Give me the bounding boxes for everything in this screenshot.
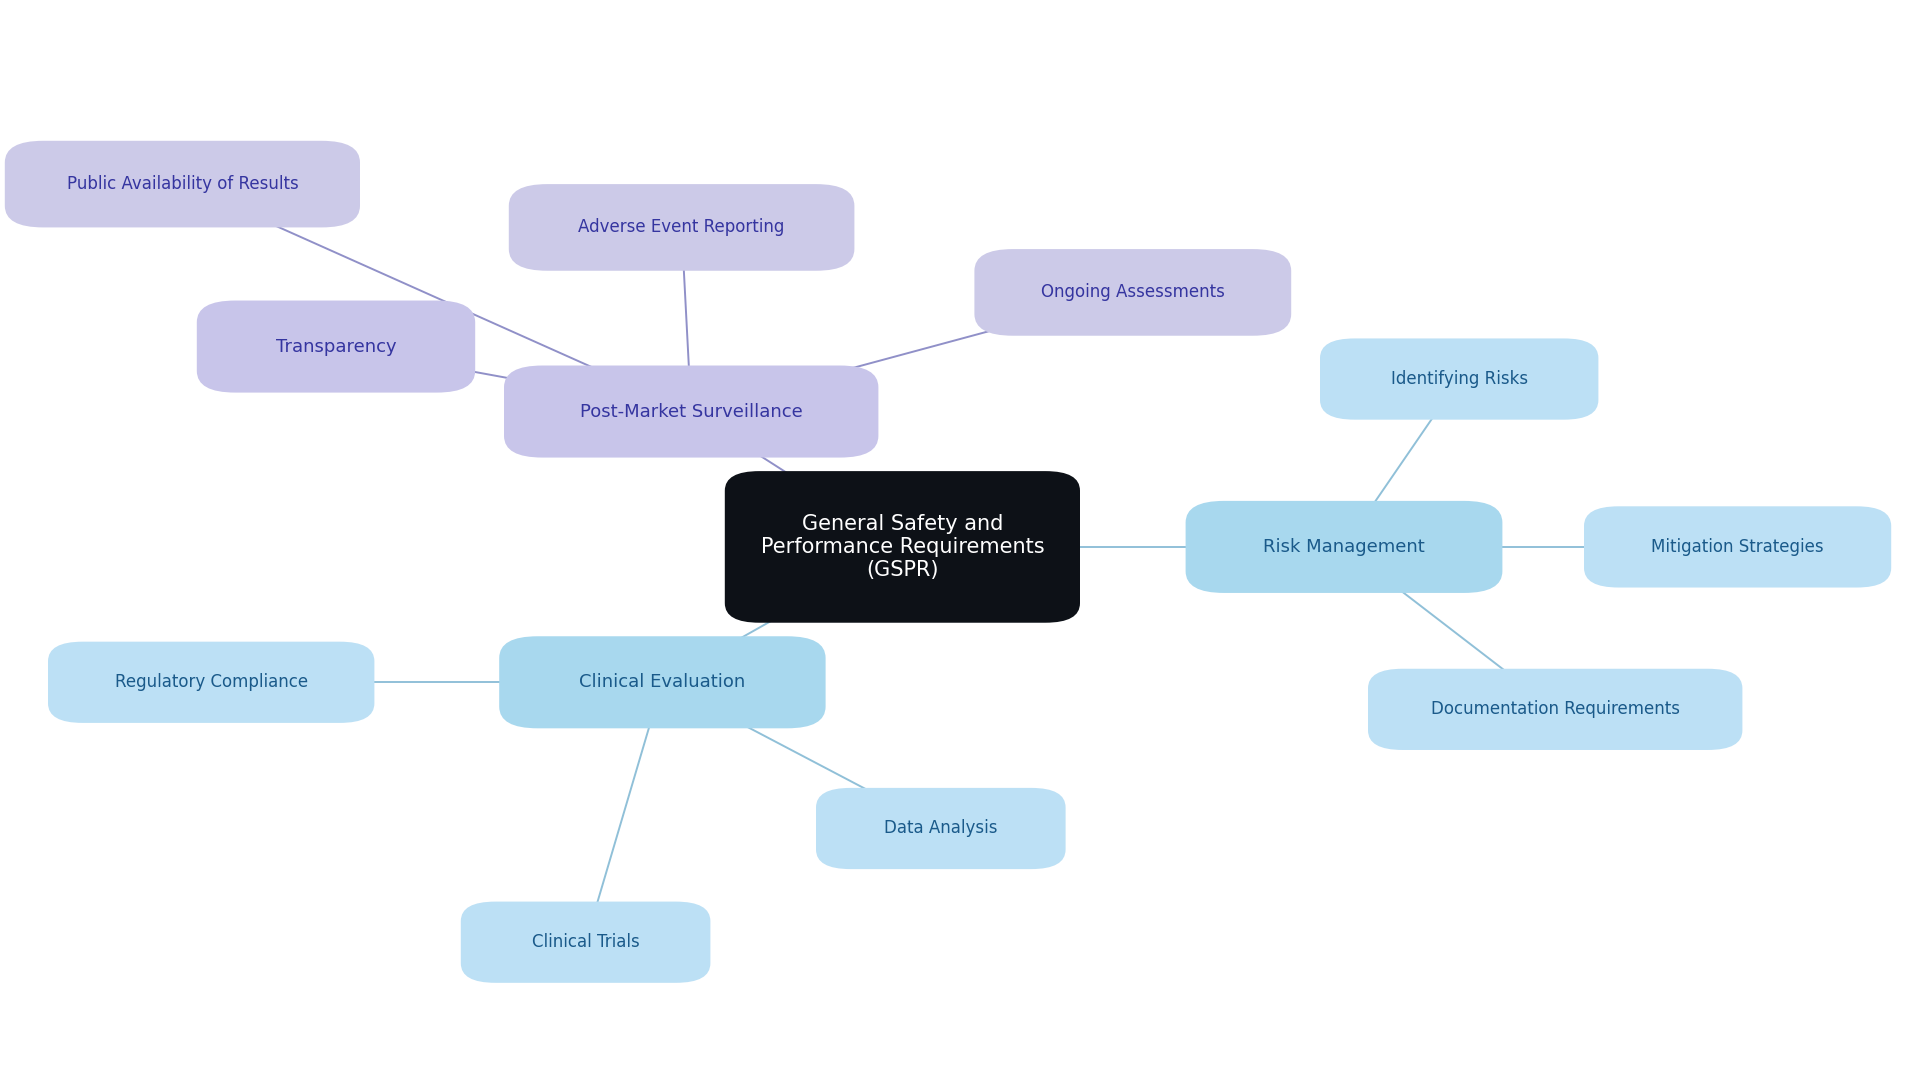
Text: Identifying Risks: Identifying Risks xyxy=(1390,370,1528,388)
FancyBboxPatch shape xyxy=(509,184,854,271)
FancyBboxPatch shape xyxy=(1185,500,1501,593)
Text: Risk Management: Risk Management xyxy=(1263,538,1425,556)
FancyBboxPatch shape xyxy=(48,641,374,723)
Text: General Safety and
Performance Requirements
(GSPR): General Safety and Performance Requireme… xyxy=(760,513,1044,580)
FancyBboxPatch shape xyxy=(461,901,710,983)
FancyBboxPatch shape xyxy=(1321,338,1597,419)
Text: Clinical Trials: Clinical Trials xyxy=(532,934,639,951)
FancyBboxPatch shape xyxy=(973,249,1290,336)
Text: Regulatory Compliance: Regulatory Compliance xyxy=(115,674,307,691)
Text: Post-Market Surveillance: Post-Market Surveillance xyxy=(580,403,803,420)
FancyBboxPatch shape xyxy=(503,366,877,457)
FancyBboxPatch shape xyxy=(1584,507,1891,587)
Text: Public Availability of Results: Public Availability of Results xyxy=(67,175,298,193)
Text: Ongoing Assessments: Ongoing Assessments xyxy=(1041,284,1225,301)
Text: Data Analysis: Data Analysis xyxy=(883,820,998,837)
Text: Mitigation Strategies: Mitigation Strategies xyxy=(1651,538,1824,556)
FancyBboxPatch shape xyxy=(816,788,1066,869)
Text: Transparency: Transparency xyxy=(276,338,396,355)
FancyBboxPatch shape xyxy=(1367,668,1741,749)
FancyBboxPatch shape xyxy=(196,300,476,393)
FancyBboxPatch shape xyxy=(499,637,826,728)
FancyBboxPatch shape xyxy=(724,471,1079,623)
Text: Adverse Event Reporting: Adverse Event Reporting xyxy=(578,219,785,236)
Text: Clinical Evaluation: Clinical Evaluation xyxy=(580,674,745,691)
Text: Documentation Requirements: Documentation Requirements xyxy=(1430,701,1680,718)
FancyBboxPatch shape xyxy=(6,141,361,227)
